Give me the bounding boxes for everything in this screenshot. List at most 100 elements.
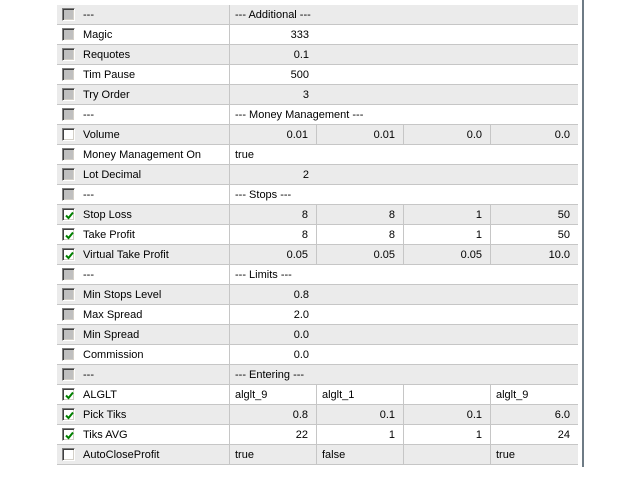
value-cell[interactable] — [404, 65, 491, 84]
value-cell[interactable]: 333 — [290, 28, 309, 41]
value-cell[interactable]: 0.05 — [230, 245, 317, 264]
value-cell[interactable] — [491, 45, 578, 64]
value-cell[interactable]: alglt_1 — [317, 385, 404, 404]
value-cell[interactable]: 3 — [302, 88, 309, 101]
param-label: Min Spread — [83, 328, 140, 341]
value-cell[interactable]: 0.0 — [404, 125, 491, 144]
value-cell[interactable]: false — [317, 445, 404, 464]
value-cell[interactable]: 0.1 — [404, 405, 491, 424]
value-cell[interactable] — [404, 165, 491, 184]
value-cell[interactable]: 0.05 — [404, 245, 491, 264]
value-cell[interactable]: true — [230, 445, 317, 464]
value-cell[interactable] — [317, 285, 404, 304]
param-name-cell: Take Profit — [57, 225, 230, 244]
value-cell[interactable] — [404, 345, 491, 364]
parameters-table: --- --- Additional --- Magic 333 Requotes 0.1… — [57, 5, 578, 465]
value-cell[interactable]: 0.0 — [554, 128, 570, 141]
value-cell[interactable]: 0.01 — [230, 125, 317, 144]
param-name-cell: Virtual Take Profit — [57, 245, 230, 264]
value-cell[interactable]: 6.0 — [554, 408, 570, 421]
optimize-checkbox[interactable] — [62, 388, 75, 401]
value-cell[interactable] — [491, 285, 578, 304]
optimize-checkbox[interactable] — [62, 408, 75, 421]
value-cell[interactable] — [317, 165, 404, 184]
value-cell[interactable]: 0.1 — [293, 48, 309, 61]
value-cell[interactable]: true — [235, 148, 254, 161]
param-name-cell: Volume — [57, 125, 230, 144]
optimize-checkbox[interactable] — [62, 128, 75, 141]
value-cell[interactable] — [317, 65, 404, 84]
value-cell[interactable]: alglt_9 — [230, 385, 317, 404]
optimize-checkbox[interactable] — [62, 208, 75, 221]
value-cell[interactable] — [491, 325, 578, 344]
value-cell[interactable] — [317, 145, 404, 164]
param-label: Lot Decimal — [83, 168, 142, 181]
value-cell[interactable]: 50 — [557, 228, 570, 241]
value-cell[interactable]: 10.0 — [548, 248, 570, 261]
value-cell[interactable] — [317, 305, 404, 324]
value-cell[interactable] — [317, 45, 404, 64]
value-cell[interactable]: 0.0 — [293, 328, 309, 341]
value-cell[interactable] — [491, 85, 578, 104]
value-cell[interactable]: 2 — [302, 168, 309, 181]
value-cell[interactable]: alglt_9 — [496, 388, 529, 401]
value-cell[interactable] — [491, 65, 578, 84]
param-label: Max Spread — [83, 308, 143, 321]
value-cell[interactable] — [317, 325, 404, 344]
value-cell[interactable] — [491, 25, 578, 44]
value-cell[interactable] — [404, 325, 491, 344]
value-cell[interactable] — [404, 45, 491, 64]
optimize-checkbox[interactable] — [62, 228, 75, 241]
param-label: ALGLT — [83, 388, 118, 401]
value-cell[interactable]: 0.0 — [293, 348, 309, 361]
section-title: --- Entering --- — [235, 368, 305, 381]
value-cell[interactable] — [491, 305, 578, 324]
value-cell[interactable] — [404, 305, 491, 324]
table-row: Volume 0.01 0.01 0.0 0.0 — [57, 125, 578, 145]
param-name-cell: Magic — [57, 25, 230, 44]
value-cell[interactable] — [317, 85, 404, 104]
optimize-checkbox[interactable] — [62, 248, 75, 261]
param-name-cell: Min Spread — [57, 325, 230, 344]
value-cell[interactable] — [404, 385, 491, 404]
value-cell[interactable] — [404, 445, 491, 464]
value-cell[interactable]: 0.1 — [317, 405, 404, 424]
value-cell[interactable]: true — [496, 448, 515, 461]
value-cell[interactable]: 0.8 — [293, 288, 309, 301]
value-cell[interactable]: 24 — [557, 428, 570, 441]
table-row: Stop Loss 8 8 1 50 — [57, 205, 578, 225]
optimize-checkbox[interactable] — [62, 448, 75, 461]
optimize-checkbox — [62, 88, 75, 101]
section-row: --- --- Additional --- — [57, 5, 578, 25]
value-cell[interactable]: 2.0 — [293, 308, 309, 321]
section-title: --- Money Management --- — [235, 108, 364, 121]
value-cell[interactable]: 0.01 — [317, 125, 404, 144]
value-cell[interactable]: 1 — [404, 225, 491, 244]
value-cell[interactable]: 1 — [404, 425, 491, 444]
optimize-checkbox — [62, 28, 75, 41]
value-cell[interactable]: 8 — [317, 225, 404, 244]
value-cell[interactable]: 8 — [230, 205, 317, 224]
value-cell[interactable]: 1 — [404, 205, 491, 224]
value-cell[interactable]: 22 — [230, 425, 317, 444]
value-cell[interactable] — [491, 145, 578, 164]
value-cell[interactable]: 1 — [317, 425, 404, 444]
table-row: Virtual Take Profit 0.05 0.05 0.05 10.0 — [57, 245, 578, 265]
value-cell[interactable] — [317, 345, 404, 364]
value-cell[interactable] — [404, 85, 491, 104]
value-cell[interactable]: 0.05 — [317, 245, 404, 264]
value-cell[interactable]: 500 — [290, 68, 309, 81]
value-cell[interactable] — [404, 25, 491, 44]
value-cell[interactable] — [491, 165, 578, 184]
value-cell[interactable] — [404, 145, 491, 164]
value-cell[interactable]: 0.8 — [230, 405, 317, 424]
table-row: AutoCloseProfit true false true — [57, 445, 578, 465]
value-cell[interactable] — [491, 345, 578, 364]
value-cell[interactable] — [317, 25, 404, 44]
value-cell[interactable]: 8 — [230, 225, 317, 244]
optimize-checkbox — [62, 348, 75, 361]
value-cell[interactable] — [404, 285, 491, 304]
optimize-checkbox[interactable] — [62, 428, 75, 441]
value-cell[interactable]: 50 — [557, 208, 570, 221]
value-cell[interactable]: 8 — [317, 205, 404, 224]
